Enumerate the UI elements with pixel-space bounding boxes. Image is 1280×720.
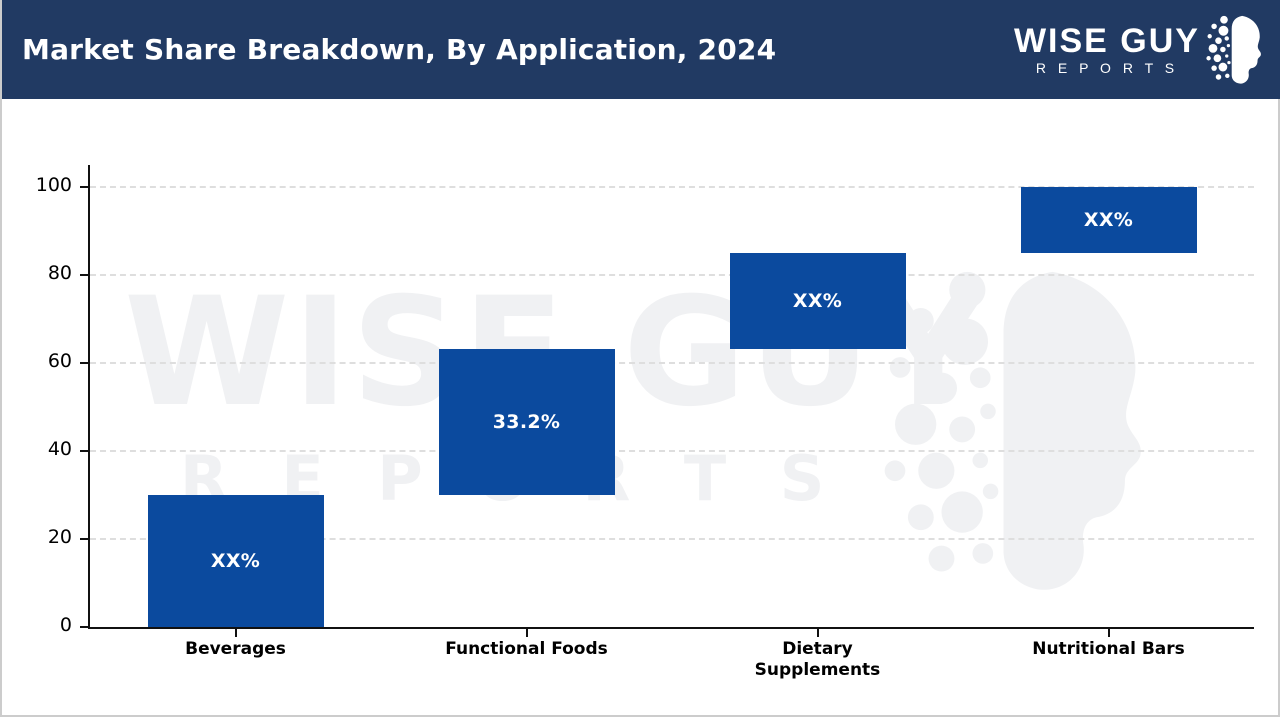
y-tick-label-60: 60 (47, 350, 72, 372)
y-tick-label-0: 0 (59, 614, 72, 636)
bar-functional-foods: 33.2% (438, 348, 615, 495)
gridline-20 (90, 538, 1254, 540)
x-label-beverages: Beverages (185, 639, 286, 659)
bar-dietary-supplements: XX% (729, 253, 906, 349)
brand-subtitle: R E P O R T S (1035, 60, 1179, 76)
bar-value-label: 33.2% (492, 410, 561, 433)
gridline-60 (90, 362, 1254, 364)
y-tick-20 (80, 538, 88, 540)
brand-name: WISE GUY (1013, 22, 1200, 60)
gridline-100 (90, 186, 1254, 188)
gridline-40 (90, 450, 1254, 452)
page-title: Market Share Breakdown, By Application, … (22, 33, 777, 66)
y-tick-0 (80, 626, 88, 628)
y-tick-100 (80, 186, 88, 188)
x-axis-line (88, 627, 1254, 629)
bar-nutritional-bars: XX% (1020, 187, 1197, 253)
y-tick-40 (80, 450, 88, 452)
x-tick-beverages (234, 629, 237, 637)
y-tick-80 (80, 274, 88, 276)
y-tick-label-40: 40 (47, 438, 72, 460)
y-tick-label-80: 80 (47, 262, 72, 284)
x-label-functional-foods: Functional Foods (445, 639, 608, 659)
x-tick-dietary-supplements (816, 629, 819, 637)
bar-value-label: XX% (1083, 209, 1134, 231)
header: Market Share Breakdown, By Application, … (2, 0, 1280, 99)
y-tick-label-20: 20 (47, 526, 72, 548)
x-label-dietary-supplements: Dietary Supplements (754, 639, 881, 680)
bar-value-label: XX% (792, 289, 843, 312)
x-label-nutritional-bars: Nutritional Bars (1032, 639, 1185, 659)
brand-logo: WISE GUY R E P O R T S (1014, 6, 1268, 94)
x-tick-functional-foods (525, 629, 528, 637)
plot-area: 0 20 40 60 80 100 XX% 33.2% XX% XX% (36, 165, 1254, 637)
gridline-80 (90, 274, 1254, 276)
x-tick-nutritional-bars (1107, 629, 1110, 637)
bar-value-label: XX% (210, 550, 261, 572)
wise-guy-head-icon (1206, 15, 1261, 84)
brand-logo-text: WISE GUY R E P O R T S (1014, 23, 1200, 77)
y-axis-line (88, 165, 90, 629)
bar-beverages: XX% (147, 495, 324, 627)
y-tick-label-100: 100 (35, 174, 72, 196)
y-tick-60 (80, 362, 88, 364)
x-axis-labels: Beverages Functional Foods Dietary Supplem… (90, 639, 1254, 681)
